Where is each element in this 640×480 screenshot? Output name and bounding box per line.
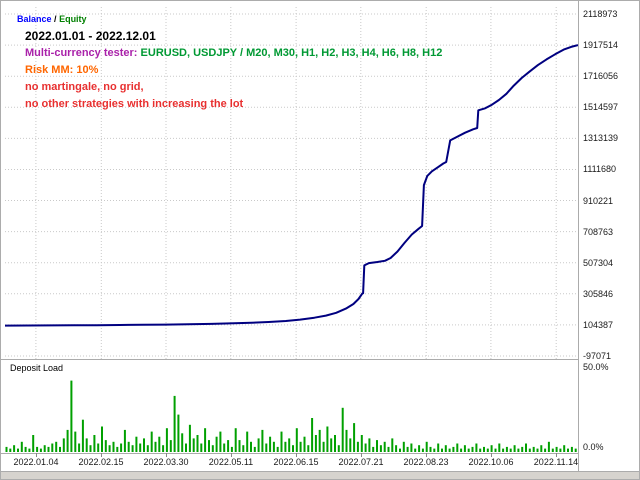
y-axis-label: 708763	[583, 227, 614, 237]
x-axis-label: 2022.06.15	[273, 457, 319, 467]
x-axis-label: 2022.05.11	[208, 457, 254, 467]
x-axis-tick	[231, 453, 232, 457]
deposit-max-label: 50.0%	[583, 362, 609, 372]
x-axis-tick	[101, 453, 102, 457]
annotation-note-1: no martingale, no grid,	[25, 81, 144, 93]
x-axis-label: 2022.03.30	[143, 457, 189, 467]
chart-legend: Balance / Equity	[7, 4, 87, 34]
balance-line	[5, 44, 578, 327]
deposit-min-label: 0.0%	[583, 442, 604, 452]
deposit-load-title: Deposit Load	[8, 363, 66, 373]
x-axis-label: 2022.07.21	[338, 457, 384, 467]
y-axis-label: -97071	[583, 351, 612, 361]
annotation-tester: Multi-currency tester: EURUSD, USDJPY / …	[25, 45, 442, 62]
x-axis-tick	[426, 453, 427, 457]
chart-annotations: 2022.01.01 - 2022.12.01 Multi-currency t…	[25, 28, 442, 113]
y-axis-label: 1917514	[583, 40, 619, 50]
deposit-bottom-border	[1, 453, 579, 454]
legend-separator: /	[51, 14, 60, 24]
annotation-period: 2022.01.01 - 2022.12.01	[25, 29, 156, 43]
y-axis-label: 507304	[583, 258, 614, 268]
x-axis-tick	[556, 453, 557, 457]
y-axis-label: 305846	[583, 289, 614, 299]
y-axis-label: 1716056	[583, 71, 619, 81]
y-axis-label: 1111680	[583, 164, 617, 174]
y-axis-label: 104387	[583, 320, 614, 330]
y-axis-label: 1514597	[583, 102, 619, 112]
x-axis-label: 2022.01.04	[13, 457, 59, 467]
annotation-risk: Risk MM: 10%	[25, 64, 99, 76]
x-axis-label: 2022.08.23	[403, 457, 449, 467]
x-axis-tick	[166, 453, 167, 457]
annotation-note-2: no other strategies with increasing the …	[25, 98, 244, 110]
annotation-tester-value: EURUSD, USDJPY / M20, M30, H1, H2, H3, H…	[140, 47, 443, 59]
x-axis-tick	[361, 453, 362, 457]
legend-equity-label: Equity	[59, 14, 87, 24]
x-axis-label: 2022.10.06	[468, 457, 514, 467]
plot-bottom-border	[1, 359, 579, 360]
y-axis-label: 910221	[583, 196, 614, 206]
balance-chart-plot[interactable]	[5, 5, 578, 359]
x-axis-tick	[296, 453, 297, 457]
x-axis-tick	[36, 453, 37, 457]
bottom-margin-strip	[1, 471, 639, 479]
x-axis-label: 2022.02.15	[78, 457, 124, 467]
annotation-tester-label: Multi-currency tester:	[25, 47, 138, 59]
axis-separator-line	[578, 1, 579, 471]
x-axis-tick	[491, 453, 492, 457]
deposit-load-plot[interactable]	[5, 360, 578, 453]
legend-balance-label: Balance	[17, 14, 52, 24]
x-axis-label: 2022.11.14	[533, 457, 579, 467]
y-axis-label: 1313139	[583, 133, 619, 143]
y-axis-label: 2118973	[583, 9, 618, 19]
